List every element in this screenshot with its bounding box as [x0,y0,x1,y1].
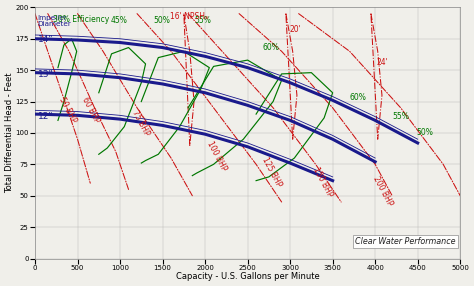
Text: 16' NPSHₐ: 16' NPSHₐ [170,12,208,21]
Text: 60%: 60% [350,93,366,102]
Text: 55%: 55% [392,112,409,121]
Y-axis label: Total Differential Head - Feet: Total Differential Head - Feet [5,73,14,193]
Text: Clear Water Performance: Clear Water Performance [356,237,456,246]
Text: 14": 14" [37,35,53,44]
Text: Impeller
Diameter: Impeller Diameter [37,15,72,27]
Text: 125 BHP: 125 BHP [261,156,284,189]
Text: 24': 24' [376,57,388,67]
Text: 55%: 55% [194,16,211,25]
Text: 100 BHP: 100 BHP [205,140,228,172]
X-axis label: Capacity - U.S. Gallons per Minute: Capacity - U.S. Gallons per Minute [176,272,319,281]
Text: 200 BHP: 200 BHP [371,175,394,208]
Text: 45%: 45% [111,16,128,25]
Text: 30% Efficiency: 30% Efficiency [53,15,109,24]
Text: 20': 20' [289,25,301,34]
Text: 75 BHP: 75 BHP [130,108,151,137]
Text: 50%: 50% [153,16,170,25]
Text: 12": 12" [37,112,53,121]
Text: 50 BHP: 50 BHP [57,96,78,124]
Text: 13": 13" [37,70,53,79]
Text: 50%: 50% [417,128,434,138]
Text: 150 BHP: 150 BHP [312,166,335,199]
Text: 60%: 60% [263,43,280,51]
Text: 60 BHP: 60 BHP [81,96,101,124]
